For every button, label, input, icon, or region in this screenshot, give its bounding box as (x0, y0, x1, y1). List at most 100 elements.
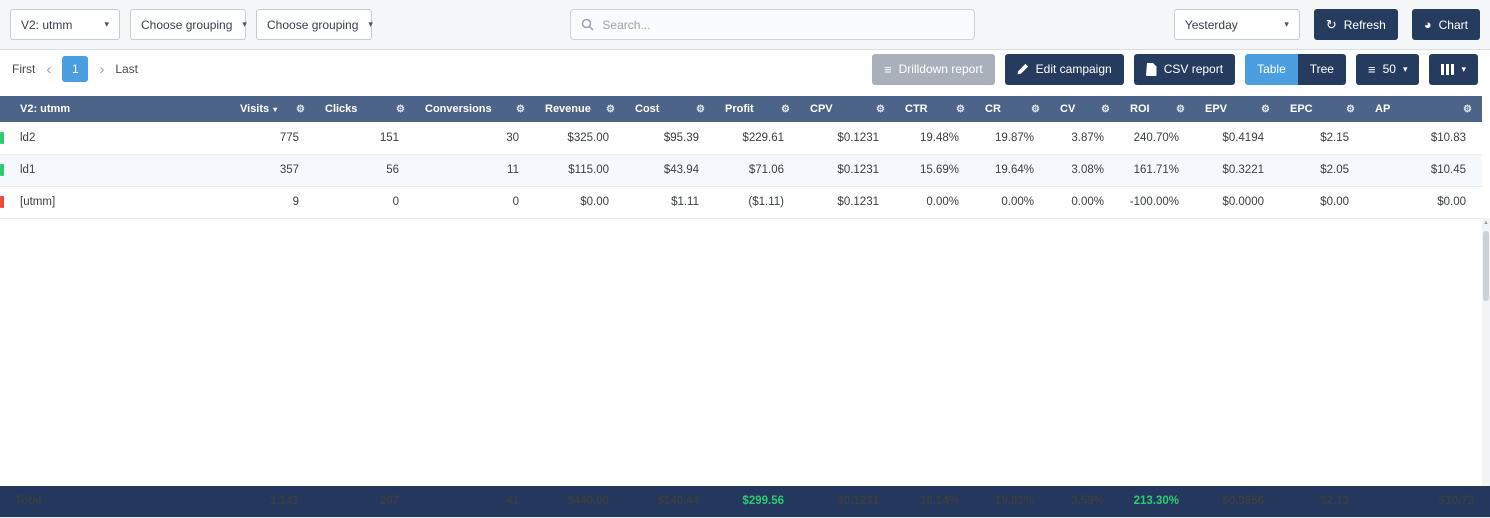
table-row[interactable]: [utmm] 9 0 0 $0.00 $1.11 ($1.11) $0.1231 0.00% 0.… (0, 186, 1482, 219)
column-header-cr[interactable]: CR ⚙ (975, 96, 1050, 122)
cell-roi: 240.70% (1120, 122, 1195, 155)
rows-per-page-button[interactable]: ≡ 50 ▾ (1355, 53, 1420, 85)
table-row[interactable]: ld2 775 151 30 $325.00 $95.39 $229.61 $0.1231 19… (0, 122, 1482, 155)
column-header-epv[interactable]: EPV ⚙ (1195, 96, 1280, 122)
column-header-ap[interactable]: AP ⚙ (1365, 96, 1482, 122)
chart-button[interactable]: ◕ Chart (1411, 9, 1480, 40)
total-conversions: 41 (415, 485, 535, 518)
scrollbar-thumb[interactable] (1483, 231, 1489, 301)
columns-icon (1441, 63, 1455, 75)
cell-epv: $0.0000 (1195, 186, 1280, 219)
campaign-select[interactable]: V2: utmm ▾ (10, 9, 120, 40)
row-name[interactable]: ld2 (5, 122, 230, 155)
column-label: CV (1060, 103, 1076, 115)
edit-campaign-button[interactable]: Edit campaign (1004, 53, 1124, 85)
column-header-roi[interactable]: ROI ⚙ (1120, 96, 1195, 122)
date-range-select[interactable]: Yesterday ▾ (1173, 9, 1300, 40)
cell-visits: 357 (230, 154, 315, 187)
campaign-select-value: V2: utmm (21, 17, 73, 32)
cell-cr: 0.00% (975, 186, 1050, 219)
cell-roi: 161.71% (1120, 154, 1195, 187)
search-input[interactable] (602, 17, 965, 32)
chart-button-label: Chart (1438, 17, 1468, 32)
total-label: Total (0, 485, 230, 518)
column-header-visits[interactable]: Visits ▾ ⚙ (230, 96, 315, 122)
column-settings-gear-icon[interactable]: ⚙ (396, 103, 405, 115)
column-header-epc[interactable]: EPC ⚙ (1280, 96, 1365, 122)
column-settings-gear-icon[interactable]: ⚙ (696, 103, 705, 115)
chevron-left-icon[interactable]: ‹ (46, 60, 52, 78)
cell-profit: $71.06 (715, 154, 800, 187)
column-settings-gear-icon[interactable]: ⚙ (1101, 103, 1110, 115)
cell-revenue: $115.00 (535, 154, 625, 187)
rows-per-page-value: 50 (1382, 62, 1396, 76)
column-header-profit[interactable]: Profit ⚙ (715, 96, 800, 122)
total-cpv: $0.1231 (800, 485, 895, 518)
cell-epv: $0.4194 (1195, 122, 1280, 155)
grouping-select-1[interactable]: Choose grouping ▾ (130, 9, 247, 40)
column-settings-gear-icon[interactable]: ⚙ (1463, 103, 1472, 115)
tree-view-toggle[interactable]: Tree (1297, 53, 1346, 85)
cell-visits: 9 (230, 186, 315, 219)
column-label: Conversions (425, 103, 492, 115)
grouping-select-2[interactable]: Choose grouping ▾ (256, 9, 373, 40)
cell-ctr: 19.48% (895, 122, 975, 155)
total-epv: $0.3856 (1195, 485, 1280, 518)
sort-desc-icon: ▾ (273, 104, 278, 114)
column-settings-gear-icon[interactable]: ⚙ (606, 103, 615, 115)
vertical-scrollbar[interactable]: ▲ ▼ (1482, 218, 1490, 518)
cell-ap: $10.83 (1365, 122, 1482, 155)
cell-conversions: 0 (415, 186, 535, 219)
scroll-up-icon[interactable]: ▲ (1483, 220, 1489, 226)
drilldown-report-button[interactable]: ≡ Drilldown report (872, 53, 995, 85)
column-settings-gear-icon[interactable]: ⚙ (1346, 103, 1355, 115)
pagination-first[interactable]: First (12, 62, 36, 76)
status-indicator (0, 164, 4, 176)
row-name[interactable]: ld1 (5, 154, 230, 187)
table-view-toggle[interactable]: Table (1245, 53, 1298, 85)
status-cell (0, 122, 5, 155)
status-indicator (0, 131, 4, 144)
pie-chart-icon: ◕ (1423, 17, 1432, 32)
column-header-cost[interactable]: Cost ⚙ (625, 96, 715, 122)
column-settings-gear-icon[interactable]: ⚙ (1176, 103, 1185, 115)
edit-campaign-label: Edit campaign (1035, 62, 1112, 76)
column-settings-gear-icon[interactable]: ⚙ (781, 103, 790, 115)
column-settings-gear-icon[interactable]: ⚙ (1261, 103, 1270, 115)
report-table-area: V2: utmm Visits ▾ ⚙ Clicks ⚙ Conversions ⚙ Reve… (0, 96, 1490, 518)
columns-button[interactable]: ▾ (1429, 53, 1478, 85)
column-settings-gear-icon[interactable]: ⚙ (296, 103, 305, 115)
cell-ctr: 15.69% (895, 154, 975, 187)
table-row[interactable]: ld1 357 56 11 $115.00 $43.94 $71.06 $0.1231 15.6… (0, 154, 1482, 187)
pagination-last[interactable]: Last (115, 62, 139, 76)
row-name[interactable]: [utmm] (5, 186, 230, 219)
csv-report-button[interactable]: CSV report (1133, 53, 1236, 85)
column-settings-gear-icon[interactable]: ⚙ (876, 103, 885, 115)
cell-cr: 19.64% (975, 154, 1050, 187)
column-settings-gear-icon[interactable]: ⚙ (956, 103, 965, 115)
chevron-down-icon: ▾ (1284, 19, 1289, 29)
column-label: Profit (725, 103, 754, 115)
column-header-cv[interactable]: CV ⚙ (1050, 96, 1120, 122)
search-box[interactable] (570, 9, 976, 40)
column-header-name[interactable]: V2: utmm (5, 96, 230, 122)
pagination: First ‹ 1 › Last (12, 56, 138, 82)
column-header-conversions[interactable]: Conversions ⚙ (415, 96, 535, 122)
column-header-cpv[interactable]: CPV ⚙ (800, 96, 895, 122)
chevron-right-icon[interactable]: › (99, 60, 105, 78)
cell-ctr: 0.00% (895, 186, 975, 219)
refresh-button[interactable]: ↻ Refresh (1313, 9, 1398, 40)
page-number-button[interactable]: 1 (62, 56, 89, 82)
cell-cost: $95.39 (625, 122, 715, 155)
column-label: Cost (635, 103, 660, 115)
cell-revenue: $325.00 (535, 122, 625, 155)
column-label: EPC (1290, 103, 1313, 115)
cell-cost: $1.11 (625, 186, 715, 219)
column-settings-gear-icon[interactable]: ⚙ (516, 103, 525, 115)
column-settings-gear-icon[interactable]: ⚙ (1031, 103, 1040, 115)
column-header-ctr[interactable]: CTR ⚙ (895, 96, 975, 122)
column-header-clicks[interactable]: Clicks ⚙ (315, 96, 415, 122)
cell-cr: 19.87% (975, 122, 1050, 155)
column-header-revenue[interactable]: Revenue ⚙ (535, 96, 625, 122)
chevron-down-icon: ▾ (368, 19, 373, 29)
